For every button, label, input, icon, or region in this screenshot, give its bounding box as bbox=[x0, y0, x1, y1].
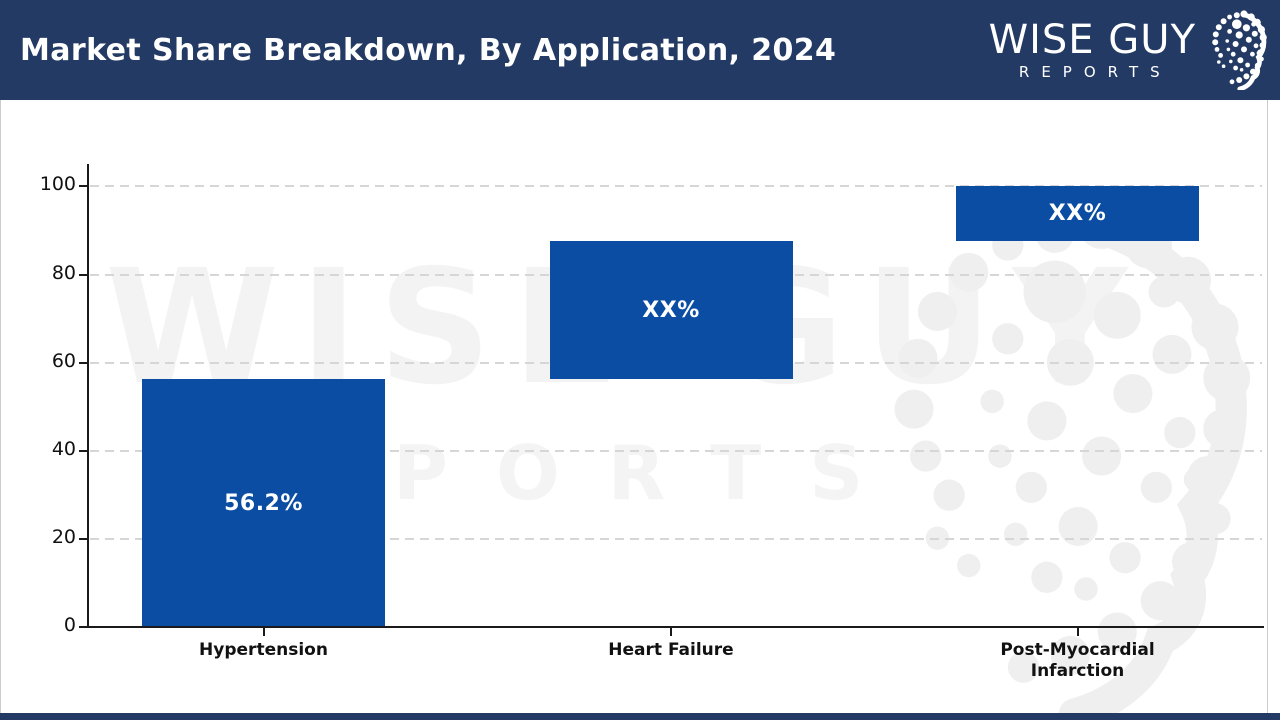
logo-name: WISE GUY bbox=[988, 17, 1196, 63]
y-tick-mark bbox=[79, 361, 88, 364]
category-label: Heart Failure bbox=[608, 640, 734, 660]
y-tick-mark bbox=[79, 626, 88, 628]
gridline bbox=[90, 449, 1262, 452]
footer-bar bbox=[0, 713, 1280, 720]
bar-value-label: XX% bbox=[642, 297, 700, 323]
bar-segment: 56.2% bbox=[142, 379, 385, 627]
x-axis-line bbox=[87, 626, 1264, 628]
logo-wordmark: WISE GUY REPORTS bbox=[989, 19, 1196, 81]
y-tick-label: 80 bbox=[51, 261, 76, 284]
y-tick-label: 0 bbox=[63, 614, 76, 636]
x-tick-mark bbox=[262, 628, 265, 636]
y-axis-line bbox=[87, 164, 89, 628]
wiseguy-head-icon bbox=[1212, 10, 1267, 90]
gridline bbox=[90, 185, 1262, 188]
category-label: Hypertension bbox=[199, 640, 328, 660]
bar-value-label: 56.2% bbox=[224, 490, 303, 516]
y-tick-mark bbox=[79, 537, 88, 540]
wiseguy-logo: WISE GUY REPORTS bbox=[989, 8, 1268, 92]
page-title: Market Share Breakdown, By Application, … bbox=[20, 32, 837, 68]
bar-segment: XX% bbox=[956, 186, 1199, 242]
x-tick-mark bbox=[1076, 628, 1079, 636]
logo-subtitle: REPORTS bbox=[1018, 63, 1172, 81]
header-bar: Market Share Breakdown, By Application, … bbox=[0, 0, 1280, 100]
frame-border-right bbox=[1267, 100, 1268, 713]
gridline bbox=[90, 537, 1262, 540]
y-tick-label: 20 bbox=[51, 525, 76, 548]
frame-border-left bbox=[0, 100, 1, 713]
y-tick-label: 60 bbox=[51, 349, 76, 372]
x-tick-mark bbox=[670, 628, 672, 636]
bar-value-label: XX% bbox=[1048, 201, 1107, 227]
y-tick-mark bbox=[79, 185, 88, 188]
category-label: Post-Myocardial Infarction bbox=[1000, 640, 1155, 681]
bar-segment: XX% bbox=[549, 241, 793, 380]
y-tick-mark bbox=[79, 449, 88, 452]
y-tick-label: 40 bbox=[51, 437, 76, 460]
y-tick-mark bbox=[79, 273, 88, 276]
y-tick-label: 100 bbox=[39, 173, 76, 196]
